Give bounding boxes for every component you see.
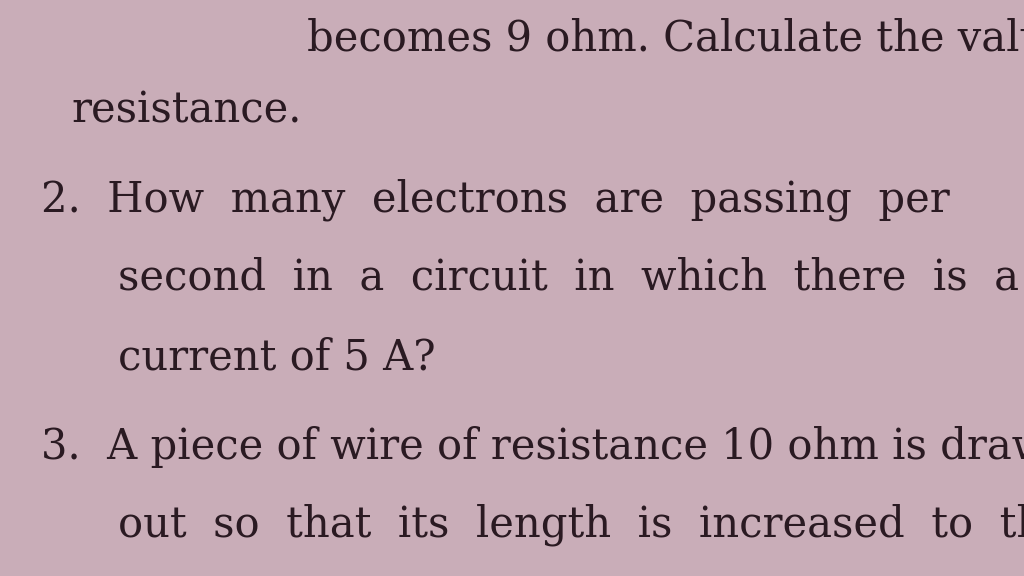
Text: current of 5 A?: current of 5 A? (118, 337, 435, 379)
Text: 3.  A piece of wire of resistance 10 ohm is drawn: 3. A piece of wire of resistance 10 ohm … (41, 426, 1024, 468)
Text: second  in  a  circuit  in  which  there  is  a: second in a circuit in which there is a (118, 256, 1019, 298)
Text: out  so  that  its  length  is  increased  to  three: out so that its length is increased to t… (118, 504, 1024, 547)
Text: resistance.: resistance. (72, 89, 302, 131)
Text: 2.  How  many  electrons  are  passing  per: 2. How many electrons are passing per (41, 179, 949, 221)
Text: becomes 9 ohm. Calculate the value of each: becomes 9 ohm. Calculate the value of ea… (307, 17, 1024, 59)
